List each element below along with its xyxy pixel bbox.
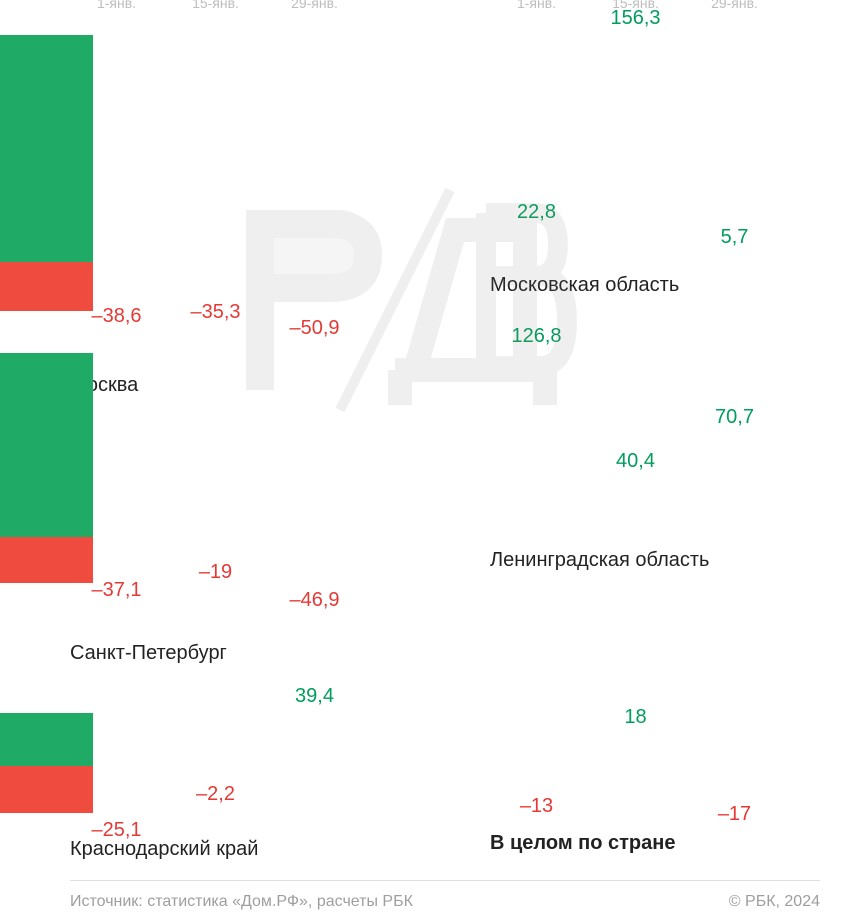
bar-value-label: –35,3 <box>190 301 240 324</box>
axis-label: 1-янв. <box>67 0 167 11</box>
bar-value-label: 18 <box>624 706 646 729</box>
bar-negative <box>0 766 93 797</box>
bar-value-label: 40,4 <box>616 450 655 473</box>
bar-value-label: –2,2 <box>196 783 235 806</box>
bar-negative <box>0 536 93 583</box>
bar-value-label: 22,8 <box>517 201 556 224</box>
bar-value-label: 156,3 <box>610 7 660 30</box>
bar-value-label: –17 <box>718 803 751 826</box>
chart-canvas: 1-янв.15-янв.29-янв.1-янв.15-янв.29-янв.… <box>0 0 856 922</box>
bar-negative <box>0 260 93 311</box>
region-label: Краснодарский край <box>70 838 258 861</box>
bar-value-label: –46,9 <box>289 589 339 612</box>
bar-value-label: –50,9 <box>289 317 339 340</box>
axis-label: 15-янв. <box>166 0 266 11</box>
bar-value-label: 5,7 <box>721 226 749 249</box>
axis-label: 1-янв. <box>487 0 587 11</box>
bar-positive <box>0 35 93 262</box>
bar-value-label: 70,7 <box>715 406 754 429</box>
bar-value-label: –37,1 <box>91 579 141 602</box>
bar-value-label: 126,8 <box>511 325 561 348</box>
axis-label: 29-янв. <box>265 0 365 11</box>
copyright-text: © РБК, 2024 <box>729 893 820 911</box>
bar-value-label: –13 <box>520 795 553 818</box>
bar-positive <box>0 434 93 537</box>
source-text: Источник: статистика «Дом.РФ», расчеты Р… <box>70 893 413 911</box>
region-label: Московская область <box>490 274 679 297</box>
bar-positive <box>0 734 93 766</box>
axis-label: 29-янв. <box>685 0 785 11</box>
bar-positive <box>0 254 93 262</box>
region-label: Ленинградская область <box>490 549 709 572</box>
region-label: Санкт-Петербург <box>70 642 227 665</box>
bar-value-label: –38,6 <box>91 305 141 328</box>
footer: Источник: статистика «Дом.РФ», расчеты Р… <box>70 880 820 911</box>
bar-value-label: 39,4 <box>295 685 334 708</box>
region-label: В целом по стране <box>490 832 675 855</box>
bar-value-label: –19 <box>199 561 232 584</box>
